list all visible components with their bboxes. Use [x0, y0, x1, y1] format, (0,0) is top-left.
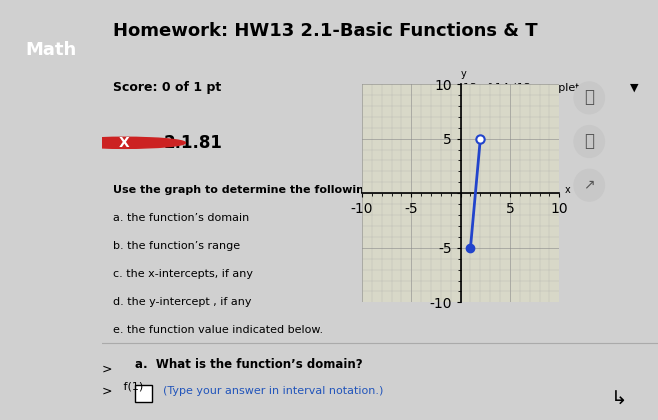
Text: 2.1.81: 2.1.81 [163, 134, 222, 152]
Text: ⌕: ⌕ [584, 132, 594, 150]
Text: Use the graph to determine the following.: Use the graph to determine the following… [113, 185, 376, 195]
Text: y: y [461, 68, 467, 79]
FancyBboxPatch shape [136, 385, 152, 402]
Text: (Type your answer in interval notation.): (Type your answer in interval notation.) [163, 386, 384, 396]
Text: x: x [565, 185, 570, 195]
Text: c. the x-intercepts, if any: c. the x-intercepts, if any [113, 269, 253, 279]
Text: e. the function value indicated below.: e. the function value indicated below. [113, 325, 323, 335]
Text: ↳: ↳ [611, 389, 627, 409]
Text: Homework: HW13 2.1-Basic Functions & T: Homework: HW13 2.1-Basic Functions & T [113, 23, 538, 40]
Circle shape [574, 169, 605, 201]
Text: f(1): f(1) [113, 381, 143, 391]
Text: 12 of 14 (12 complete): 12 of 14 (12 complete) [463, 83, 592, 92]
Text: ◄: ◄ [447, 81, 457, 94]
Text: Score: 0 of 1 pt: Score: 0 of 1 pt [113, 81, 221, 94]
Text: >: > [102, 384, 113, 397]
Text: a.  What is the function’s domain?: a. What is the function’s domain? [136, 358, 363, 371]
Text: >: > [102, 363, 113, 376]
Circle shape [63, 137, 186, 148]
Text: X: X [119, 136, 130, 150]
Text: a. the function’s domain: a. the function’s domain [113, 213, 249, 223]
Text: b. the function’s range: b. the function’s range [113, 241, 240, 251]
Text: ↗: ↗ [584, 178, 595, 192]
Text: Math: Math [26, 42, 76, 59]
Circle shape [574, 82, 605, 114]
Text: ▼: ▼ [630, 83, 639, 92]
Text: ⌕: ⌕ [584, 88, 594, 106]
Text: d. the y-intercept , if any: d. the y-intercept , if any [113, 297, 251, 307]
Circle shape [574, 126, 605, 158]
